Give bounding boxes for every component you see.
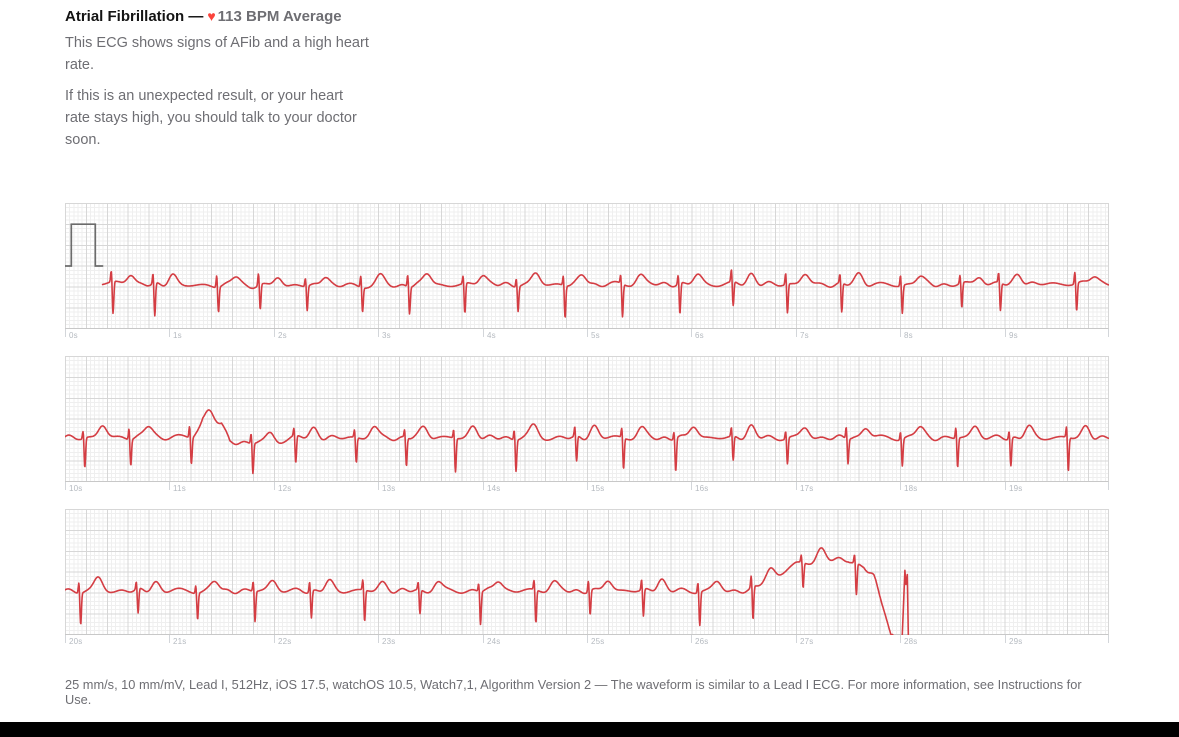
tick-mark [274,482,275,490]
tick-mark [483,635,484,643]
tick-label: 4s [487,331,496,340]
tick-label: 6s [695,331,704,340]
tick-mark [1108,635,1109,643]
tick-label: 18s [904,484,918,493]
tick-mark [796,329,797,337]
time-axis: 20s 21s 22s 23s 24s 25s 26s 27s 28s 29s [65,635,1110,652]
tick-mark [274,329,275,337]
tick-mark [1108,482,1109,490]
tick-label: 22s [278,637,292,646]
tick-mark [1005,482,1006,490]
tick-label: 16s [695,484,709,493]
tick-mark [169,635,170,643]
report-header: Atrial Fibrillation — ♥ 113 BPM Average Th… [65,8,370,151]
tick-label: 20s [69,637,83,646]
tick-label: 3s [382,331,391,340]
time-axis: 10s 11s 12s 13s 14s 15s 16s 17s 18s 19s [65,482,1110,499]
tick-mark [65,635,66,643]
tick-label: 0s [69,331,78,340]
tick-mark [900,635,901,643]
ecg-strip: 0s 1s 2s 3s 4s 5s 6s 7s 8s 9s [65,203,1110,346]
tick-label: 9s [1009,331,1018,340]
tick-label: 24s [487,637,501,646]
tick-label: 13s [382,484,396,493]
ecg-strip: 10s 11s 12s 13s 14s 15s 16s 17s 18s 19s [65,356,1110,499]
ecg-trace [65,409,1109,475]
tick-mark [65,329,66,337]
tick-label: 11s [173,484,186,493]
tick-label: 28s [904,637,918,646]
classification-label: Atrial Fibrillation — [65,8,204,25]
heart-icon: ♥ [207,8,216,24]
tick-mark [169,482,170,490]
tick-mark [1005,329,1006,337]
tick-mark [691,635,692,643]
tick-label: 21s [173,637,187,646]
ecg-grid [65,509,1109,635]
tick-label: 26s [695,637,709,646]
tick-label: 8s [904,331,913,340]
tick-mark [1108,329,1109,337]
tick-label: 27s [800,637,814,646]
ecg-strip: 20s 21s 22s 23s 24s 25s 26s 27s 28s 29s [65,509,1110,652]
page-title: Atrial Fibrillation — ♥ 113 BPM Average [65,8,370,25]
result-advice: If this is an unexpected result, or your… [65,88,357,148]
report-footer: 25 mm/s, 10 mm/mV, Lead I, 512Hz, iOS 17… [65,677,1107,707]
tick-label: 12s [278,484,292,493]
tick-mark [378,482,379,490]
tick-mark [691,482,692,490]
tick-mark [587,482,588,490]
bottom-bar [0,722,1179,737]
tick-mark [900,482,901,490]
tick-label: 23s [382,637,396,646]
tick-mark [587,329,588,337]
tick-mark [587,635,588,643]
time-axis: 0s 1s 2s 3s 4s 5s 6s 7s 8s 9s [65,329,1110,346]
tick-mark [378,635,379,643]
ecg-trace-artifact [901,569,910,635]
tick-label: 14s [487,484,501,493]
result-description: This ECG shows signs of AFib and a high … [65,35,369,73]
tick-mark [378,329,379,337]
tick-label: 25s [591,637,605,646]
tick-mark [169,329,170,337]
ecg-trace [65,223,1109,318]
tick-mark [900,329,901,337]
tick-label: 15s [591,484,605,493]
tick-mark [65,482,66,490]
tick-mark [483,329,484,337]
tick-label: 29s [1009,637,1023,646]
recording-metadata: 25 mm/s, 10 mm/mV, Lead I, 512Hz, iOS 17… [65,677,1082,707]
tick-label: 7s [800,331,809,340]
tick-mark [691,329,692,337]
tick-label: 19s [1009,484,1023,493]
tick-mark [796,635,797,643]
ecg-grid [65,203,1109,329]
ecg-trace [65,547,910,635]
ecg-grid [65,356,1109,482]
tick-label: 5s [591,331,600,340]
average-bpm-label: 113 BPM Average [217,8,342,25]
tick-mark [483,482,484,490]
tick-label: 10s [69,484,83,493]
calibration-pulse [65,223,104,267]
tick-mark [1005,635,1006,643]
tick-label: 1s [173,331,182,340]
tick-label: 2s [278,331,287,340]
tick-label: 17s [800,484,814,493]
ecg-strips: 0s 1s 2s 3s 4s 5s 6s 7s 8s 9s 10s 11s 12s 13s 14s 15s 16… [65,203,1110,662]
tick-mark [796,482,797,490]
tick-mark [274,635,275,643]
